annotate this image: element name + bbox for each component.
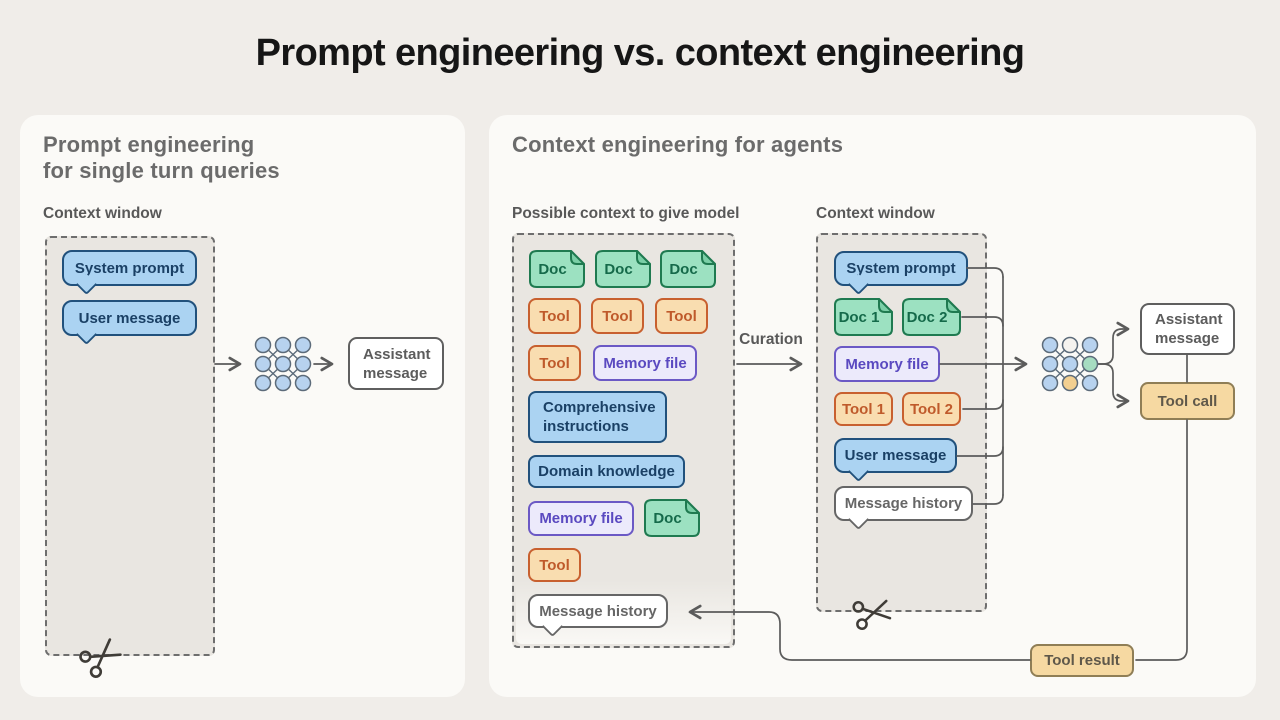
message-history-label: Message history xyxy=(844,495,963,512)
assistant-message-box-left: Assistant message xyxy=(348,337,444,390)
document-icon xyxy=(834,298,893,336)
doc-label: Doc xyxy=(669,260,698,278)
left-panel-title: Prompt engineering for single turn queri… xyxy=(43,132,280,184)
memory-file-chip-b: Memory file xyxy=(528,501,634,536)
doc-chip-c: Doc xyxy=(660,250,716,288)
assistant-message-box-right: Assistant message xyxy=(1140,303,1235,355)
assistant-message-line1: Assistant xyxy=(363,345,431,363)
memory-file-label: Memory file xyxy=(539,510,623,527)
context-engineering-panel: Context engineering for agents Possible … xyxy=(489,115,1256,697)
context-window-label-left: Context window xyxy=(43,205,162,222)
left-panel-title-line2: for single turn queries xyxy=(43,158,280,183)
left-panel-title-line1: Prompt engineering xyxy=(43,132,255,157)
tool-chip-e: Tool xyxy=(528,548,581,582)
prompt-engineering-panel: Prompt engineering for single turn queri… xyxy=(20,115,465,697)
tool1-label: Tool 1 xyxy=(841,400,886,418)
tool-chip-a: Tool xyxy=(528,298,581,334)
memory-file-chip-a: Memory file xyxy=(593,345,697,381)
user-message-label: User message xyxy=(844,447,947,464)
user-message-bubble-right: User message xyxy=(834,438,957,473)
comprehensive-instructions-chip: Comprehensive instructions xyxy=(528,391,667,443)
user-message-bubble: User message xyxy=(62,300,197,336)
memory-file-chip-right: Memory file xyxy=(834,346,940,382)
tool-chip-c: Tool xyxy=(655,298,708,334)
comprehensive-line1: Comprehensive xyxy=(543,399,656,416)
page-title: Prompt engineering vs. context engineeri… xyxy=(255,32,1025,74)
system-prompt-bubble: System prompt xyxy=(62,250,197,286)
message-history-label: Message history xyxy=(539,602,657,620)
system-prompt-bubble-right: System prompt xyxy=(834,251,968,286)
memory-file-label: Memory file xyxy=(603,354,687,372)
domain-knowledge-chip: Domain knowledge xyxy=(528,455,685,488)
system-prompt-label: System prompt xyxy=(846,260,956,277)
tool2-label: Tool 2 xyxy=(909,400,954,418)
tool-label: Tool xyxy=(539,354,570,372)
tool-result-box: Tool result xyxy=(1030,644,1134,677)
document-icon xyxy=(902,298,961,336)
tool-chip-b: Tool xyxy=(591,298,644,334)
tool-call-label: Tool call xyxy=(1157,392,1218,410)
doc-label: Doc xyxy=(604,260,633,278)
tool2-chip: Tool 2 xyxy=(902,392,961,426)
message-history-bubble-window: Message history xyxy=(834,486,973,521)
assistant-message-line2: message xyxy=(1155,330,1220,347)
memory-file-label: Memory file xyxy=(845,355,929,373)
tool-result-label: Tool result xyxy=(1044,652,1120,669)
doc-chip-d: Doc xyxy=(644,499,700,537)
tool-label: Tool xyxy=(602,307,633,325)
context-window-box-left xyxy=(45,236,215,656)
tool-label: Tool xyxy=(539,307,570,325)
doc2-chip: Doc 2 xyxy=(902,298,961,336)
assistant-message-line1: Assistant xyxy=(1155,311,1223,328)
doc1-chip: Doc 1 xyxy=(834,298,893,336)
assistant-message-line2: message xyxy=(363,364,428,382)
system-prompt-label: System prompt xyxy=(74,259,185,277)
comprehensive-line2: instructions xyxy=(543,418,629,435)
domain-knowledge-label: Domain knowledge xyxy=(538,463,675,480)
doc2-label: Doc 2 xyxy=(906,308,948,326)
doc-label: Doc xyxy=(653,509,682,527)
context-window-label-right: Context window xyxy=(816,205,935,222)
doc-chip-b: Doc xyxy=(595,250,651,288)
curation-label: Curation xyxy=(739,331,803,348)
tool-label: Tool xyxy=(666,307,697,325)
doc-label: Doc xyxy=(538,260,567,278)
tool-call-box: Tool call xyxy=(1140,382,1235,420)
user-message-label: User message xyxy=(78,309,181,327)
doc-chip-a: Doc xyxy=(529,250,585,288)
tool-chip-d: Tool xyxy=(528,345,581,381)
tool1-chip: Tool 1 xyxy=(834,392,893,426)
tool-label: Tool xyxy=(539,556,570,574)
right-panel-title: Context engineering for agents xyxy=(512,132,844,157)
message-history-bubble-possible: Message history xyxy=(528,594,668,628)
doc1-label: Doc 1 xyxy=(838,308,880,326)
possible-context-label: Possible context to give model xyxy=(512,205,740,222)
